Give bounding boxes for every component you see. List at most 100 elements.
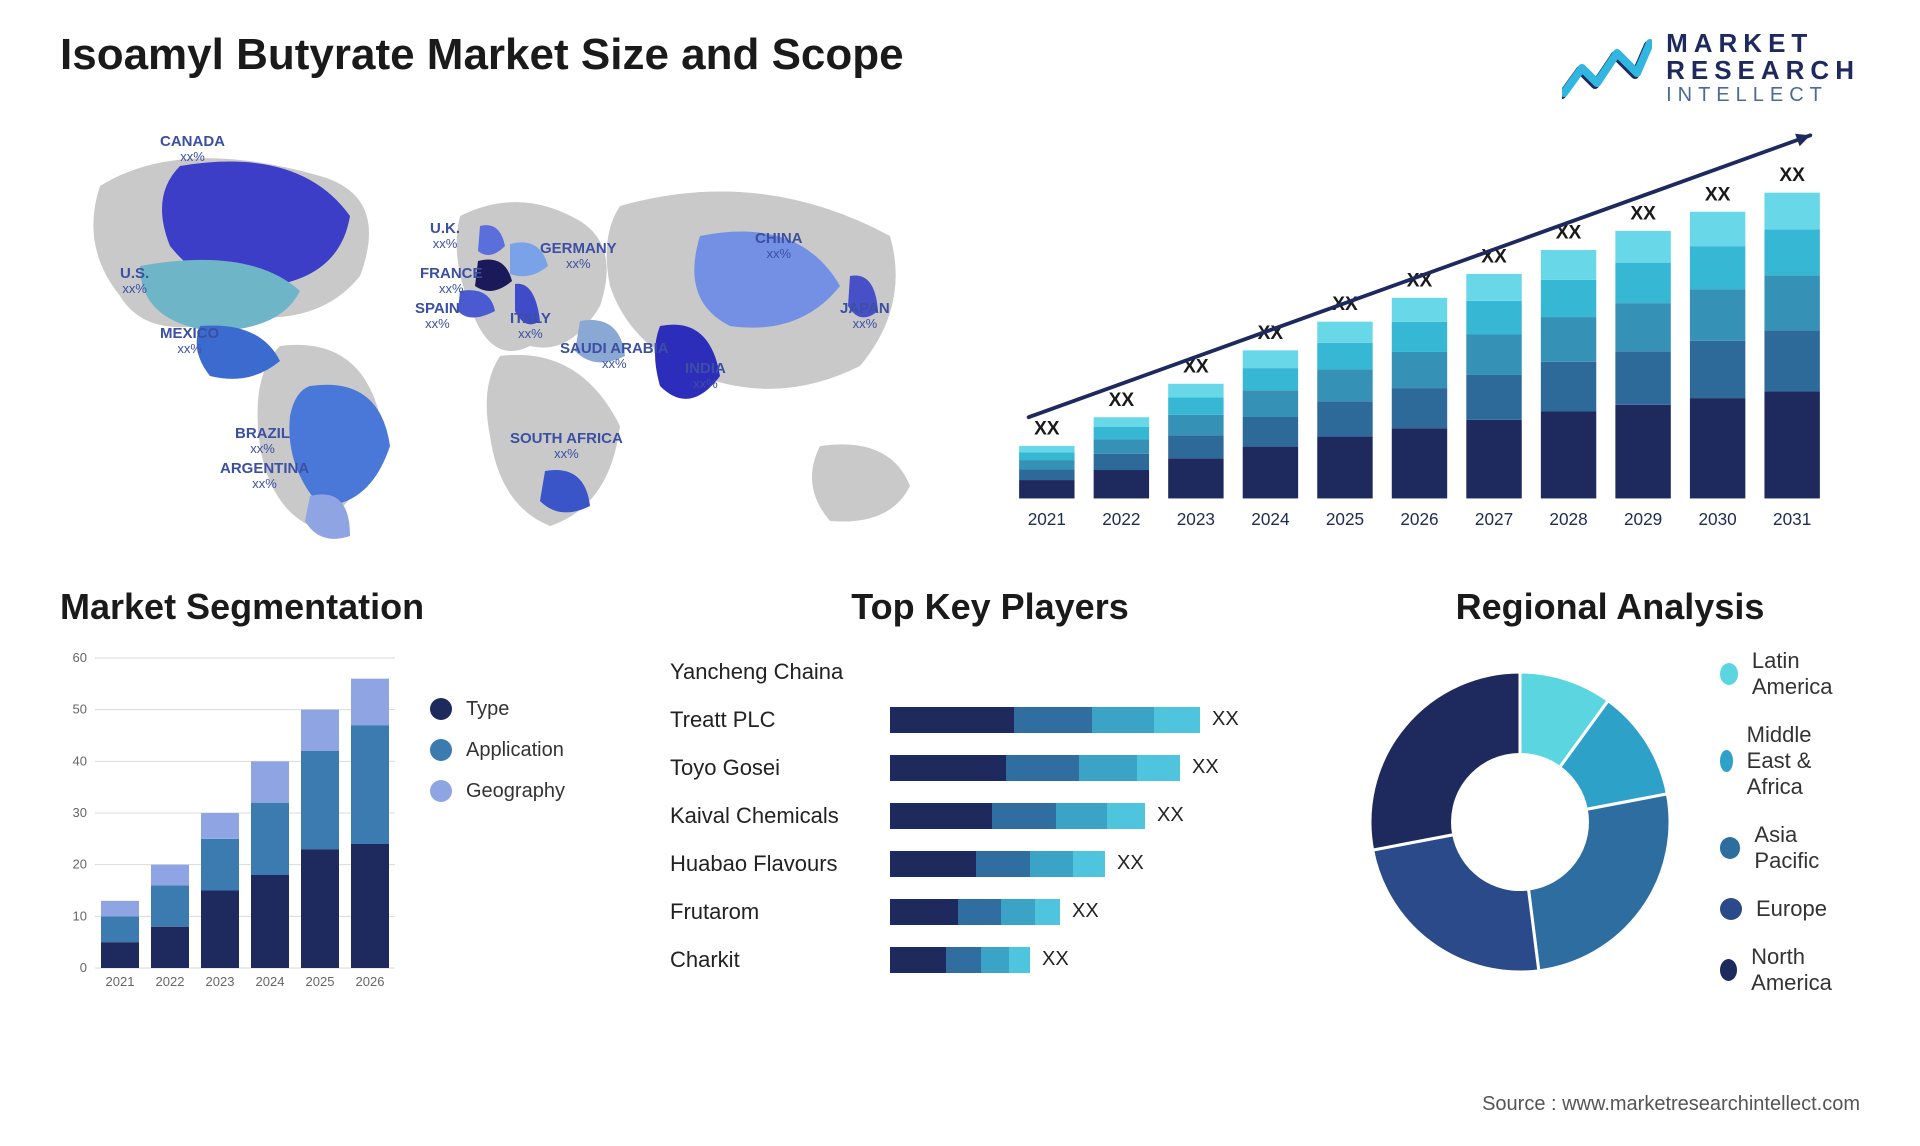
- regional-panel: Regional Analysis Latin AmericaMiddle Ea…: [1360, 586, 1860, 1106]
- seg-legend-item: Type: [430, 698, 565, 721]
- seg-bar: [251, 761, 289, 802]
- main-bar-seg: [1541, 317, 1596, 362]
- players-list: Yancheng ChainaTreatt PLCXXToyo GoseiXXK…: [670, 648, 1310, 984]
- regional-legend-item: Latin America: [1720, 648, 1860, 700]
- seg-bar: [351, 725, 389, 844]
- player-row: FrutaromXX: [670, 888, 1310, 936]
- main-bar-seg: [1615, 404, 1670, 498]
- seg-bar: [151, 864, 189, 885]
- svg-text:40: 40: [73, 753, 87, 768]
- svg-text:50: 50: [73, 701, 87, 716]
- market-size-chart-svg: XX2021XX2022XX2023XX2024XX2025XX2026XX20…: [1000, 126, 1860, 546]
- main-bar-seg: [1168, 383, 1223, 397]
- player-value: XX: [1042, 948, 1069, 971]
- legend-dot-icon: [430, 739, 452, 761]
- brand-logo: MARKET RESEARCH INTELLECT: [1562, 30, 1860, 106]
- player-value: XX: [1072, 900, 1099, 923]
- main-bar-year: 2021: [1028, 509, 1066, 529]
- main-bar-year: 2022: [1102, 509, 1140, 529]
- main-bar-seg: [1094, 427, 1149, 439]
- seg-bar: [101, 900, 139, 916]
- main-bar-year: 2030: [1698, 509, 1736, 529]
- legend-dot-icon: [1720, 750, 1733, 772]
- main-bar-seg: [1243, 417, 1298, 447]
- main-bar-seg: [1690, 289, 1745, 341]
- legend-label: Europe: [1756, 896, 1827, 922]
- main-bar-seg: [1019, 480, 1074, 498]
- main-bar-seg: [1392, 297, 1447, 321]
- regional-legend: Latin AmericaMiddle East & AfricaAsia Pa…: [1720, 648, 1860, 996]
- main-bar-value: XX: [1109, 389, 1135, 410]
- main-bar-seg: [1466, 419, 1521, 498]
- map-label-canada: CANADAxx%: [160, 134, 225, 165]
- map-label-us: U.S.xx%: [120, 266, 149, 297]
- seg-bar: [201, 813, 239, 839]
- player-row: Treatt PLCXX: [670, 696, 1310, 744]
- seg-legend-item: Application: [430, 739, 565, 762]
- regional-donut: [1360, 662, 1680, 982]
- player-value: XX: [1157, 804, 1184, 827]
- player-bar: [890, 851, 1105, 877]
- main-bar-seg: [1466, 334, 1521, 374]
- player-row: Yancheng Chaina: [670, 648, 1310, 696]
- map-label-italy: ITALYxx%: [510, 311, 551, 342]
- map-label-france: FRANCExx%: [420, 266, 483, 297]
- seg-bar: [251, 802, 289, 874]
- main-bar-seg: [1690, 211, 1745, 245]
- map-label-brazil: BRAZILxx%: [235, 426, 290, 457]
- svg-text:2022: 2022: [156, 974, 185, 989]
- legend-label: Geography: [466, 780, 565, 803]
- legend-label: Type: [466, 698, 509, 721]
- svg-text:2025: 2025: [306, 974, 335, 989]
- main-bar-seg: [1615, 230, 1670, 262]
- main-bar-seg: [1615, 263, 1670, 303]
- seg-bar: [301, 709, 339, 750]
- seg-bar: [201, 838, 239, 890]
- legend-label: Latin America: [1752, 648, 1860, 700]
- main-bar-seg: [1168, 397, 1223, 414]
- seg-bar: [251, 875, 289, 968]
- svg-text:30: 30: [73, 805, 87, 820]
- player-bar: [890, 899, 1060, 925]
- segmentation-legend: Type Application Geography: [430, 648, 565, 998]
- main-bar-seg: [1690, 340, 1745, 397]
- players-title: Top Key Players: [670, 586, 1310, 628]
- map-label-argentina: ARGENTINAxx%: [220, 461, 309, 492]
- main-bar-year: 2029: [1624, 509, 1662, 529]
- main-bar-seg: [1243, 368, 1298, 390]
- regional-legend-item: Asia Pacific: [1720, 822, 1860, 874]
- main-bar-seg: [1392, 321, 1447, 351]
- source-citation: Source : www.marketresearchintellect.com: [1482, 1093, 1860, 1116]
- main-bar-seg: [1764, 229, 1819, 275]
- segmentation-title: Market Segmentation: [60, 586, 620, 628]
- legend-dot-icon: [1720, 959, 1737, 981]
- player-bar: [890, 947, 1030, 973]
- main-bar-seg: [1317, 342, 1372, 369]
- main-bar-seg: [1764, 275, 1819, 330]
- segmentation-chart: 0102030405060202120222023202420252026: [60, 648, 400, 998]
- seg-bar: [301, 849, 339, 968]
- main-bar-seg: [1615, 303, 1670, 351]
- main-bar-year: 2027: [1475, 509, 1513, 529]
- map-label-uk: U.K.xx%: [430, 221, 460, 252]
- main-bar-seg: [1764, 330, 1819, 391]
- legend-dot-icon: [1720, 898, 1742, 920]
- main-bar-seg: [1466, 273, 1521, 300]
- logo-mark-icon: [1562, 33, 1652, 103]
- main-bar-seg: [1243, 390, 1298, 417]
- segmentation-panel: Market Segmentation 01020304050602021202…: [60, 586, 620, 1106]
- svg-text:2024: 2024: [256, 974, 285, 989]
- player-row: Kaival ChemicalsXX: [670, 792, 1310, 840]
- svg-text:60: 60: [73, 650, 87, 665]
- world-map: CANADAxx%U.S.xx%MEXICOxx%BRAZILxx%ARGENT…: [60, 126, 940, 546]
- main-bar-seg: [1690, 398, 1745, 498]
- regional-legend-item: Europe: [1720, 896, 1860, 922]
- main-bar-year: 2023: [1177, 509, 1215, 529]
- map-label-japan: JAPANxx%: [840, 301, 890, 332]
- player-value: XX: [1117, 852, 1144, 875]
- map-label-southafrica: SOUTH AFRICAxx%: [510, 431, 623, 462]
- seg-bar: [351, 844, 389, 968]
- main-bar-seg: [1094, 470, 1149, 498]
- map-label-spain: SPAINxx%: [415, 301, 460, 332]
- donut-slice: [1373, 834, 1539, 971]
